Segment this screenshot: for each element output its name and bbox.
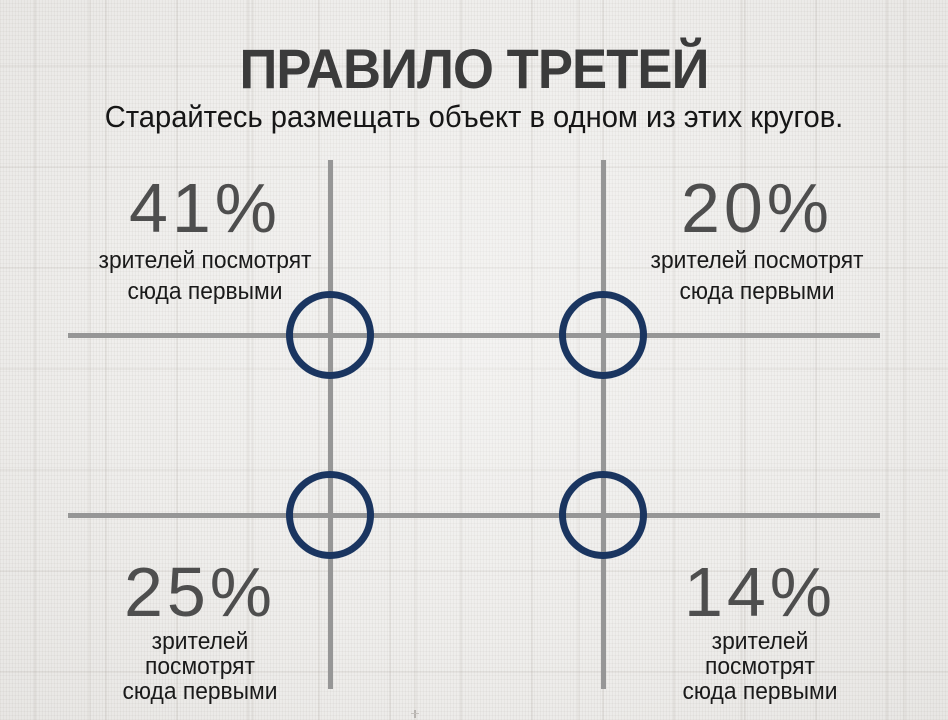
page-subtitle: Старайтесь размещать объект в одном из э…	[104, 99, 844, 134]
caption-line: зрителей посмотрят	[98, 246, 312, 274]
percent-value: 25%	[123, 553, 277, 631]
focus-circle-bottom-left	[286, 471, 374, 559]
caption-line: зрителей	[711, 627, 809, 655]
caption-line: сюда первыми	[682, 677, 838, 705]
percent-caption: зрителей посмотрят сюда первыми	[63, 245, 348, 307]
percent-caption: зрителей посмотрят сюда первыми	[618, 629, 903, 704]
percent-caption: зрителей посмотрят сюда первыми	[615, 245, 900, 307]
page-title: ПРАВИЛО ТРЕТЕЙ	[239, 37, 709, 100]
stat-block-top-left: 41% зрителей посмотрят сюда первыми	[55, 169, 355, 307]
stat-block-bottom-right: 14% зрителей посмотрят сюда первыми	[610, 553, 910, 704]
focus-circle-bottom-right	[559, 471, 647, 559]
stat-block-bottom-left: 25% зрителей посмотрят сюда первыми	[50, 553, 350, 704]
percent-value: 41%	[128, 169, 282, 247]
caption-line: посмотрят	[705, 652, 815, 680]
stat-block-top-right: 20% зрителей посмотрят сюда первыми	[607, 169, 907, 307]
focus-circle-top-right	[559, 291, 647, 379]
grid-line-horizontal-top	[68, 333, 880, 338]
caption-line: зрителей посмотрят	[650, 246, 864, 274]
percent-value: 14%	[683, 553, 837, 631]
focus-circle-top-left	[286, 291, 374, 379]
caption-line: зрителей	[151, 627, 249, 655]
grid-line-vertical-right	[601, 160, 606, 689]
caption-line: сюда первыми	[679, 277, 835, 305]
percent-value: 20%	[680, 169, 834, 247]
grid-line-horizontal-bottom	[68, 513, 880, 518]
caption-line: посмотрят	[145, 652, 255, 680]
caption-line: сюда первыми	[122, 677, 278, 705]
caption-line: сюда первыми	[127, 277, 283, 305]
grid-line-vertical-left	[328, 160, 333, 689]
faint-cross-mark	[411, 710, 419, 718]
percent-caption: зрителей посмотрят сюда первыми	[58, 629, 343, 704]
